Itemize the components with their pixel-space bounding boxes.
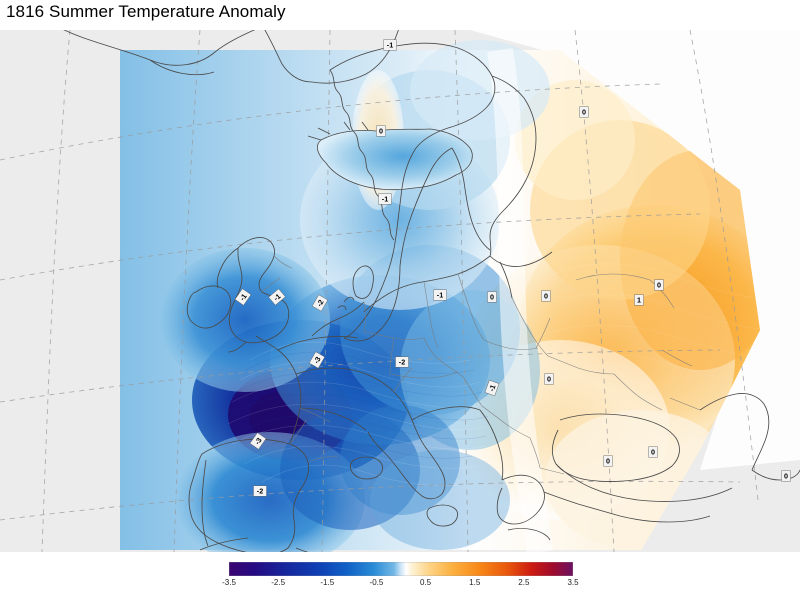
contour-label-france: -3 bbox=[308, 351, 326, 369]
political-borders bbox=[261, 255, 701, 475]
contour-label-ukraine-0: 0 bbox=[541, 290, 551, 302]
contour-label-turkey-e: 0 bbox=[648, 446, 658, 458]
svg-text:0: 0 bbox=[784, 472, 788, 481]
colorbar-tick-label: -3.5 bbox=[222, 578, 236, 587]
colorbar-ticks: -3.5 -2.5 -1.5 -0.5 0.5 1.5 2.5 3.5 bbox=[222, 578, 578, 590]
svg-text:-3: -3 bbox=[253, 436, 264, 446]
contour-label-iberia: -2 bbox=[253, 485, 267, 497]
contour-label-scandinavia-0: 0 bbox=[376, 125, 386, 137]
contour-label-russia-1: 1 bbox=[634, 294, 644, 306]
colorbar-tick-label: -0.5 bbox=[369, 578, 384, 587]
svg-text:0: 0 bbox=[657, 281, 661, 290]
svg-text:0: 0 bbox=[651, 448, 655, 457]
svg-text:1: 1 bbox=[637, 296, 641, 305]
colorbar-tick-label: 1.5 bbox=[469, 578, 481, 587]
colorbar-tick-label: -1.5 bbox=[320, 578, 335, 587]
svg-text:-3: -3 bbox=[312, 355, 323, 365]
svg-text:0: 0 bbox=[582, 108, 586, 117]
svg-text:0: 0 bbox=[544, 292, 548, 301]
contour-label-ne-0: 0 bbox=[579, 106, 589, 118]
contour-label-sweden: -1 bbox=[378, 193, 392, 205]
colorbar-gradient bbox=[229, 562, 573, 576]
contour-label-channel: -1 bbox=[268, 288, 286, 306]
colorbar-tick-label: 0.5 bbox=[420, 578, 432, 587]
map-panel[interactable]: -1 0 0 -1 -1 -1 -2 -1 0 0 1 0 -3 -2 -1 0 -3 -2 0 0 0 bbox=[0, 30, 800, 552]
contour-label-england: -1 bbox=[234, 288, 252, 306]
contour-label-alps: -2 bbox=[395, 356, 409, 368]
contour-label-russia-0: 0 bbox=[654, 279, 664, 291]
contour-label-benelux: -2 bbox=[311, 294, 329, 312]
svg-text:-1: -1 bbox=[437, 291, 443, 300]
svg-text:-1: -1 bbox=[238, 292, 249, 302]
svg-text:0: 0 bbox=[606, 457, 610, 466]
svg-text:0: 0 bbox=[490, 293, 494, 302]
svg-text:0: 0 bbox=[547, 375, 551, 384]
no-data-region bbox=[470, 30, 800, 470]
contour-label-balkans: -1 bbox=[484, 379, 500, 397]
contour-label-romania-0: 0 bbox=[544, 373, 554, 385]
coastlines bbox=[63, 30, 800, 552]
contour-label-n-norway: -1 bbox=[383, 39, 397, 51]
map-figure: -1 0 0 -1 -1 -1 -2 -1 0 0 1 0 -3 -2 -1 0 -3 -2 0 0 0 bbox=[0, 30, 800, 552]
contour-label-belarus-0: 0 bbox=[487, 291, 497, 303]
svg-text:-1: -1 bbox=[272, 292, 283, 303]
colorbar-tick-label: 2.5 bbox=[518, 578, 530, 587]
page-title: 1816 Summer Temperature Anomaly bbox=[6, 2, 286, 21]
contour-label-caucasus: 0 bbox=[781, 470, 791, 482]
colorbar-tick-label: -2.5 bbox=[271, 578, 286, 587]
svg-text:-2: -2 bbox=[399, 358, 405, 367]
svg-text:0: 0 bbox=[379, 127, 383, 136]
contour-label-poland: -1 bbox=[433, 289, 447, 301]
contour-label-group: -1 0 0 -1 -1 -1 -2 -1 0 0 1 0 -3 -2 -1 0 -3 -2 0 0 0 bbox=[234, 39, 791, 497]
colorbar-tick-label: 3.5 bbox=[567, 578, 579, 587]
svg-text:-2: -2 bbox=[315, 298, 326, 308]
svg-text:-1: -1 bbox=[387, 41, 393, 50]
colorbar bbox=[229, 562, 573, 576]
svg-text:-2: -2 bbox=[257, 487, 263, 496]
svg-text:-1: -1 bbox=[382, 195, 388, 204]
svg-text:-1: -1 bbox=[487, 384, 498, 393]
contour-label-pyrenees: -3 bbox=[249, 432, 267, 450]
contour-label-turkey-w: 0 bbox=[603, 455, 613, 467]
